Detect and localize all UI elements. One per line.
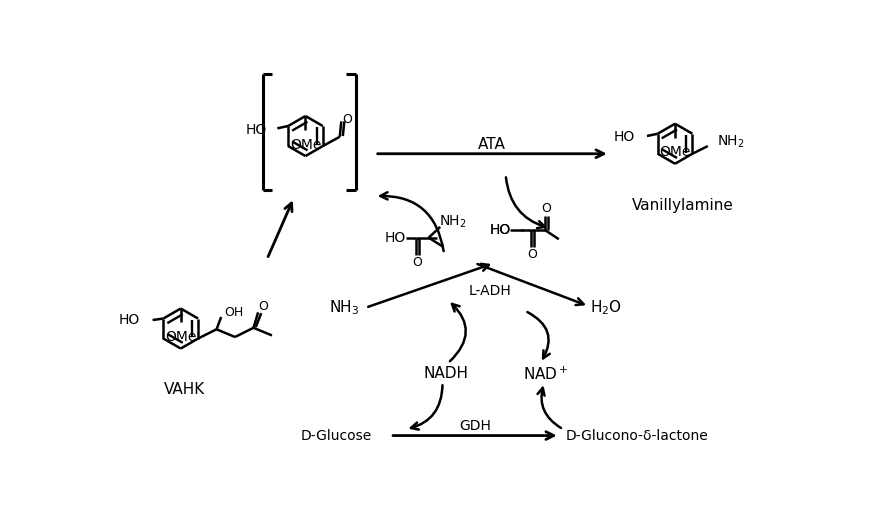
Text: NH$_2$: NH$_2$	[717, 133, 745, 150]
Text: D-Glucose: D-Glucose	[300, 429, 372, 443]
Text: HO: HO	[490, 223, 511, 237]
Text: O: O	[343, 113, 353, 126]
Text: O: O	[259, 300, 268, 313]
Text: NAD$^+$: NAD$^+$	[523, 365, 569, 383]
Text: H$_2$O: H$_2$O	[590, 298, 622, 317]
Text: HO: HO	[119, 313, 140, 327]
Text: OH: OH	[224, 306, 244, 319]
FancyArrowPatch shape	[506, 177, 545, 228]
FancyArrowPatch shape	[450, 304, 466, 361]
Text: O: O	[528, 248, 538, 261]
Text: L-ADH: L-ADH	[469, 284, 511, 298]
Text: HO: HO	[385, 231, 406, 245]
Text: GDH: GDH	[459, 419, 491, 432]
Text: HO: HO	[490, 223, 511, 237]
Text: OMe: OMe	[165, 330, 197, 344]
FancyArrowPatch shape	[538, 388, 561, 428]
Text: OMe: OMe	[290, 138, 321, 151]
Text: ATA: ATA	[478, 137, 506, 152]
Text: OMe: OMe	[659, 145, 691, 159]
Text: NADH: NADH	[424, 366, 468, 381]
Text: HO: HO	[613, 130, 634, 144]
FancyArrowPatch shape	[380, 192, 444, 251]
Text: O: O	[541, 202, 551, 215]
Text: Vanillylamine: Vanillylamine	[632, 198, 734, 213]
FancyArrowPatch shape	[411, 385, 442, 430]
FancyArrowPatch shape	[527, 312, 550, 358]
Text: D-Glucono-δ-lactone: D-Glucono-δ-lactone	[565, 429, 708, 443]
Text: HO: HO	[245, 123, 267, 137]
Text: VAHK: VAHK	[164, 383, 206, 397]
Text: NH$_2$: NH$_2$	[439, 214, 466, 231]
Text: NH$_3$: NH$_3$	[329, 298, 359, 317]
Text: O: O	[412, 256, 422, 269]
